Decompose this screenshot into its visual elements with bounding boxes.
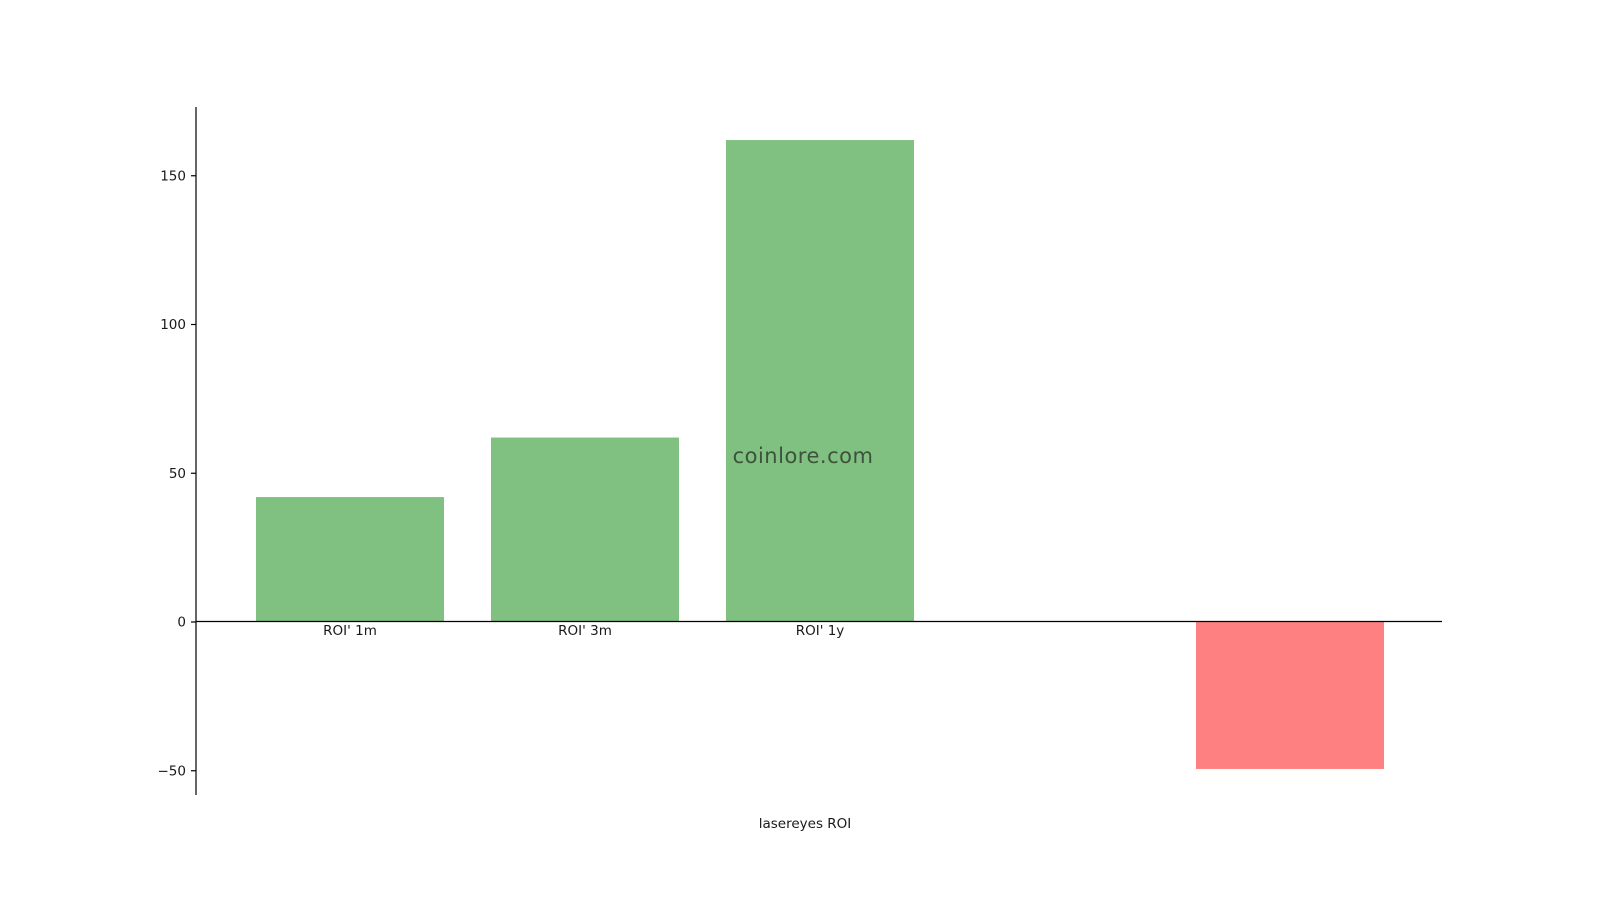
x-axis-title: lasereyes ROI [758,816,852,832]
y-tick-label: 0 [177,615,186,631]
y-tick-label: 100 [160,317,186,333]
bar-roi-1m [256,497,444,622]
bar-roi-1y [726,140,914,623]
x-category-label: ROI' 1m [323,623,377,639]
y-tick-label: 150 [160,168,186,184]
x-category-label: ROI' 3m [558,623,612,639]
bar-negative-4 [1196,622,1384,769]
y-tick-label: −50 [158,763,187,779]
x-category-label: ROI' 1y [796,623,845,639]
bar-roi-3m [491,437,679,622]
y-tick-label: 50 [169,466,186,482]
